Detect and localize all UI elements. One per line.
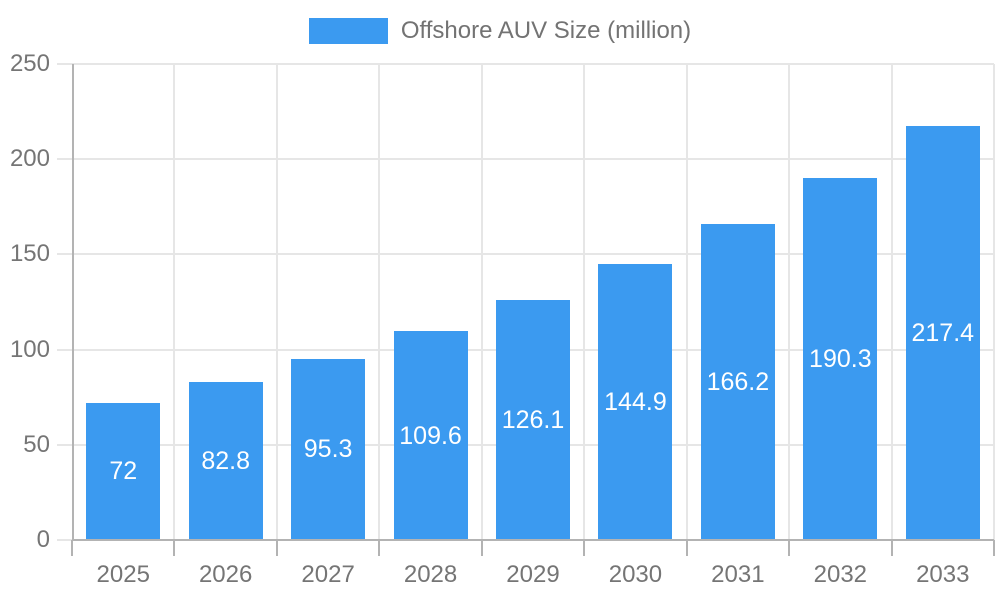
- bar-value-label: 82.8: [201, 447, 250, 476]
- x-grid-line: [378, 64, 381, 540]
- y-axis-label: 250: [9, 50, 50, 77]
- x-tick: [993, 540, 995, 556]
- bar: [700, 223, 775, 540]
- plot-right-border: [993, 64, 995, 540]
- y-axis-label: 0: [36, 526, 50, 553]
- y-tick: [57, 539, 72, 541]
- x-tick: [71, 540, 73, 556]
- y-grid-line: [72, 63, 994, 65]
- legend[interactable]: Offshore AUV Size (million): [0, 16, 1000, 46]
- bar-value-label: 109.6: [399, 421, 462, 450]
- x-grid-line: [685, 64, 688, 540]
- x-axis-label: 2030: [608, 561, 663, 588]
- y-axis-label: 50: [23, 430, 50, 458]
- x-tick: [583, 540, 586, 556]
- y-tick: [57, 348, 72, 351]
- bar-value-label: 126.1: [501, 405, 565, 434]
- x-axis-label: 2026: [198, 561, 253, 588]
- x-axis-label: 2032: [813, 561, 868, 588]
- plot-area: 0 50 100 150 200 250 72 2025 82.8 2026 95.3 2027 109…: [10, 51, 995, 588]
- x-tick: [275, 540, 278, 556]
- bar-value-label: 144.9: [604, 388, 667, 417]
- x-axis-line: [72, 539, 994, 541]
- x-tick: [173, 540, 176, 556]
- bar-value-label: 166.2: [706, 367, 770, 396]
- y-axis-label: 150: [9, 240, 50, 268]
- y-tick: [57, 443, 72, 446]
- legend-label: Offshore AUV Size (million): [400, 17, 692, 44]
- x-axis-label: 2027: [301, 561, 355, 588]
- x-tick: [788, 540, 791, 556]
- y-grid-line: [72, 253, 994, 256]
- bar: [803, 177, 878, 540]
- x-axis-label: 2028: [403, 561, 458, 588]
- x-grid-line: [173, 64, 176, 540]
- bar: [905, 126, 980, 540]
- x-grid-line: [890, 64, 893, 540]
- y-axis-label: 200: [9, 145, 50, 173]
- x-grid-line: [583, 64, 586, 540]
- x-grid-line: [480, 64, 483, 540]
- y-grid-line: [72, 158, 994, 161]
- x-tick: [685, 540, 688, 556]
- y-tick: [57, 253, 72, 256]
- x-tick: [890, 540, 893, 556]
- x-grid-line: [788, 64, 791, 540]
- bar: [291, 358, 366, 540]
- y-axis-line: [72, 64, 74, 540]
- x-axis-label: 2031: [711, 561, 765, 588]
- x-tick: [378, 540, 381, 556]
- bar: [188, 382, 263, 540]
- x-axis-label: 2033: [916, 561, 970, 588]
- x-tick: [480, 540, 483, 556]
- y-tick: [57, 158, 72, 161]
- y-axis-label: 100: [9, 335, 50, 363]
- bar-value-label: 72: [109, 457, 138, 486]
- x-axis-label: 2029: [506, 561, 560, 588]
- bar: [86, 402, 161, 540]
- x-grid-line: [275, 64, 278, 540]
- bar: [598, 264, 673, 540]
- bar: [496, 299, 570, 540]
- bar-value-label: 95.3: [303, 435, 353, 464]
- bar-value-label: 217.4: [911, 319, 975, 348]
- bar-value-label: 190.3: [809, 344, 872, 373]
- bar: [393, 331, 468, 540]
- y-tick: [57, 63, 72, 65]
- x-axis-label: 2025: [96, 561, 150, 588]
- legend-swatch: [308, 18, 388, 44]
